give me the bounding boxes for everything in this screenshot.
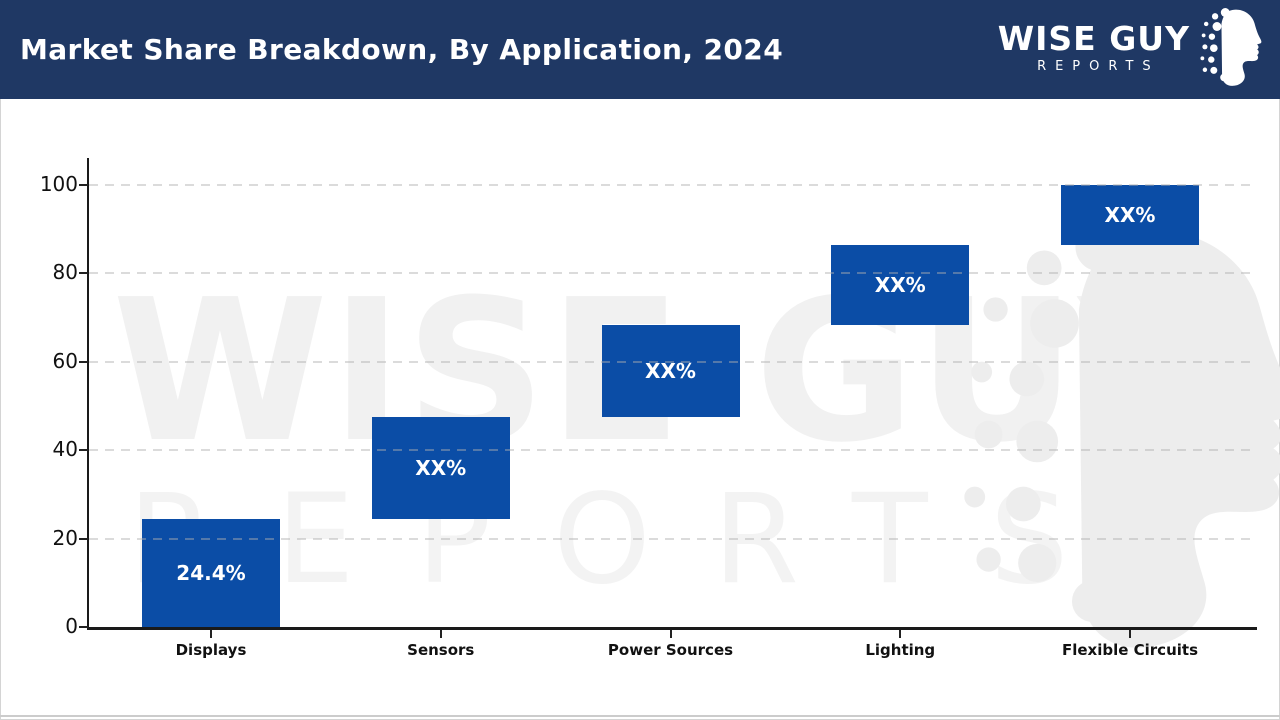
gridline-100 xyxy=(89,184,1255,186)
x-axis-tick xyxy=(1129,630,1131,638)
chart-title: Market Share Breakdown, By Application, … xyxy=(20,33,784,66)
x-axis-line xyxy=(87,627,1257,630)
y-axis-tick xyxy=(79,272,88,275)
y-axis-line xyxy=(87,158,89,630)
y-axis-tick-label: 40 xyxy=(52,437,78,462)
waterfall-bar-sensors: XX% xyxy=(371,417,510,520)
logo-text: WISE GUY REPORTS xyxy=(997,19,1190,74)
y-axis-tick-label: 0 xyxy=(65,614,78,638)
x-axis-category-label: Lighting xyxy=(865,641,936,659)
logo-brand-name: WISE GUY xyxy=(997,19,1190,59)
x-axis-category-label: Flexible Circuits xyxy=(1061,641,1198,659)
y-axis-tick xyxy=(79,449,88,452)
gridline-60 xyxy=(89,360,1255,363)
y-axis-tick-label: 60 xyxy=(52,348,78,373)
x-axis-category-label: Sensors xyxy=(407,641,475,659)
y-axis-tick xyxy=(79,360,88,363)
bar-value-label: XX% xyxy=(645,359,696,384)
x-axis-tick xyxy=(210,630,212,638)
waterfall-bar-displays: 24.4% xyxy=(142,519,280,627)
y-axis-tick xyxy=(79,626,88,628)
x-axis-tick xyxy=(899,630,902,638)
bar-value-label: 24.4% xyxy=(176,561,246,586)
bar-value-label: XX% xyxy=(415,456,467,481)
gridline-40 xyxy=(89,449,1255,452)
y-axis-tick xyxy=(79,537,88,540)
gridline-20 xyxy=(89,537,1255,540)
waterfall-bar-power-sources: XX% xyxy=(601,325,740,418)
y-axis-tick-label: 100 xyxy=(39,172,78,196)
waterfall-bar-lighting: XX% xyxy=(831,244,970,326)
wise-guy-reports-logo: WISE GUY REPORTS xyxy=(998,6,1266,89)
y-axis-tick xyxy=(79,184,88,186)
logo-dotted-face-icon xyxy=(1196,6,1266,89)
logo-brand-subname: REPORTS xyxy=(1037,58,1160,74)
bar-value-label: XX% xyxy=(1104,202,1156,227)
x-axis-category-label: Displays xyxy=(175,641,247,659)
waterfall-bar-flexible-circuits: XX% xyxy=(1061,185,1199,245)
bar-value-label: XX% xyxy=(874,272,926,297)
x-axis-tick xyxy=(439,630,442,638)
y-axis-tick-label: 20 xyxy=(52,525,78,550)
x-axis-category-label: Power Sources xyxy=(607,641,734,659)
y-axis-tick-label: 80 xyxy=(52,260,78,285)
title-banner: Market Share Breakdown, By Application, … xyxy=(0,0,1280,99)
x-axis-tick xyxy=(669,630,672,638)
bottom-edge-rule xyxy=(0,715,1280,717)
gridline-80 xyxy=(89,272,1255,275)
